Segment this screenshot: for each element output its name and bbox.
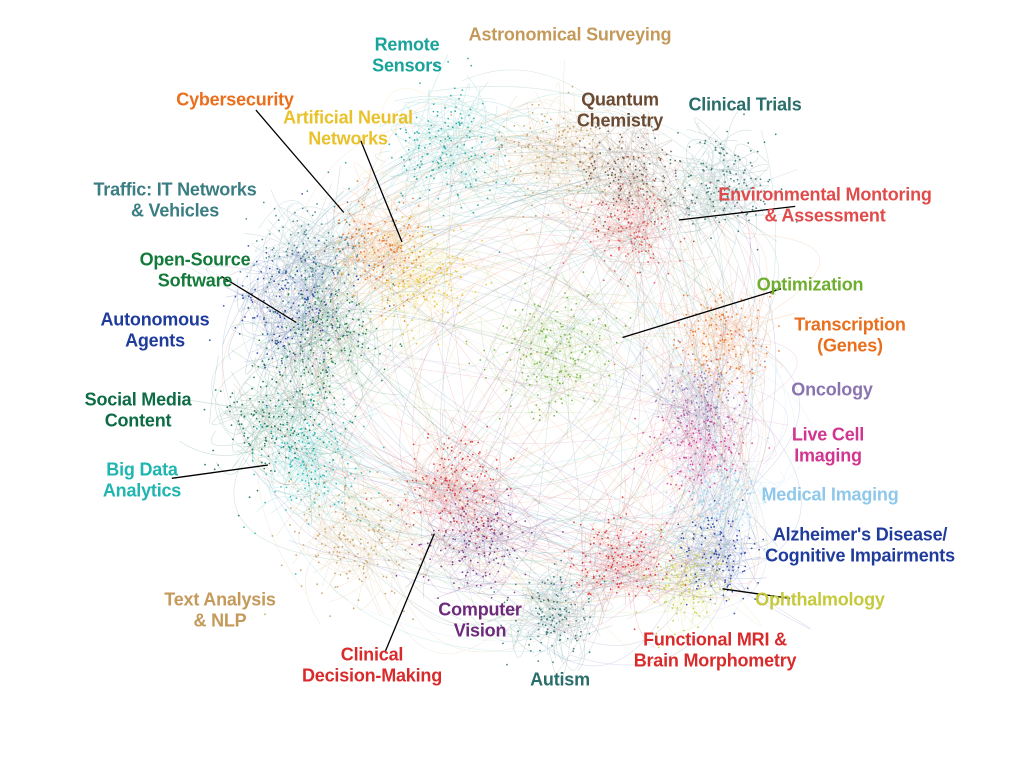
cluster-label-cyber: Cybersecurity bbox=[176, 90, 293, 111]
cluster-label-cv: Computer Vision bbox=[438, 599, 521, 640]
cluster-label-livecell: Live Cell Imaging bbox=[792, 424, 864, 465]
cluster-label-ann: Artificial Neural Networks bbox=[283, 107, 413, 148]
cluster-label-oncology: Oncology bbox=[791, 380, 872, 401]
cluster-label-alz: Alzheimer's Disease/ Cognitive Impairmen… bbox=[765, 524, 955, 565]
leader-line-bigdata bbox=[172, 465, 268, 478]
cluster-nodes-clinicaltr bbox=[636, 114, 797, 249]
cluster-label-transcription: Transcription (Genes) bbox=[794, 314, 905, 355]
cluster-label-fmri: Functional MRI & Brain Morphometry bbox=[634, 629, 797, 670]
network-figure: Astronomical Surveying Remote Sensors Cybe… bbox=[0, 0, 1024, 768]
cluster-label-autism: Autism bbox=[530, 670, 590, 691]
leader-line-clinicaldm bbox=[385, 534, 434, 653]
cluster-label-textnlp: Text Analysis & NLP bbox=[164, 589, 275, 630]
cluster-label-astro: Astronomical Surveying bbox=[469, 25, 672, 46]
cluster-label-quantum: Quantum Chemistry bbox=[577, 89, 663, 130]
cluster-label-remote: Remote Sensors bbox=[372, 34, 442, 75]
cluster-label-oss: Open-Source Software bbox=[140, 249, 251, 290]
edges-layer bbox=[173, 54, 819, 678]
cluster-label-envmon: Environmental Montoring & Assessment bbox=[718, 184, 931, 225]
cluster-label-social: Social Media Content bbox=[85, 389, 192, 430]
cluster-label-agents: Autonomous Agents bbox=[101, 309, 210, 350]
cluster-label-ophth: Ophthalmology bbox=[755, 590, 884, 611]
cluster-label-traffic: Traffic: IT Networks & Vehicles bbox=[93, 179, 256, 220]
cluster-label-clinicaldm: Clinical Decision-Making bbox=[302, 644, 442, 685]
cluster-label-optimization: Optimization bbox=[757, 275, 864, 296]
cluster-label-medimg: Medical Imaging bbox=[761, 485, 898, 506]
cluster-label-bigdata: Big Data Analytics bbox=[103, 459, 181, 500]
cluster-label-clinicaltr: Clinical Trials bbox=[688, 95, 801, 116]
